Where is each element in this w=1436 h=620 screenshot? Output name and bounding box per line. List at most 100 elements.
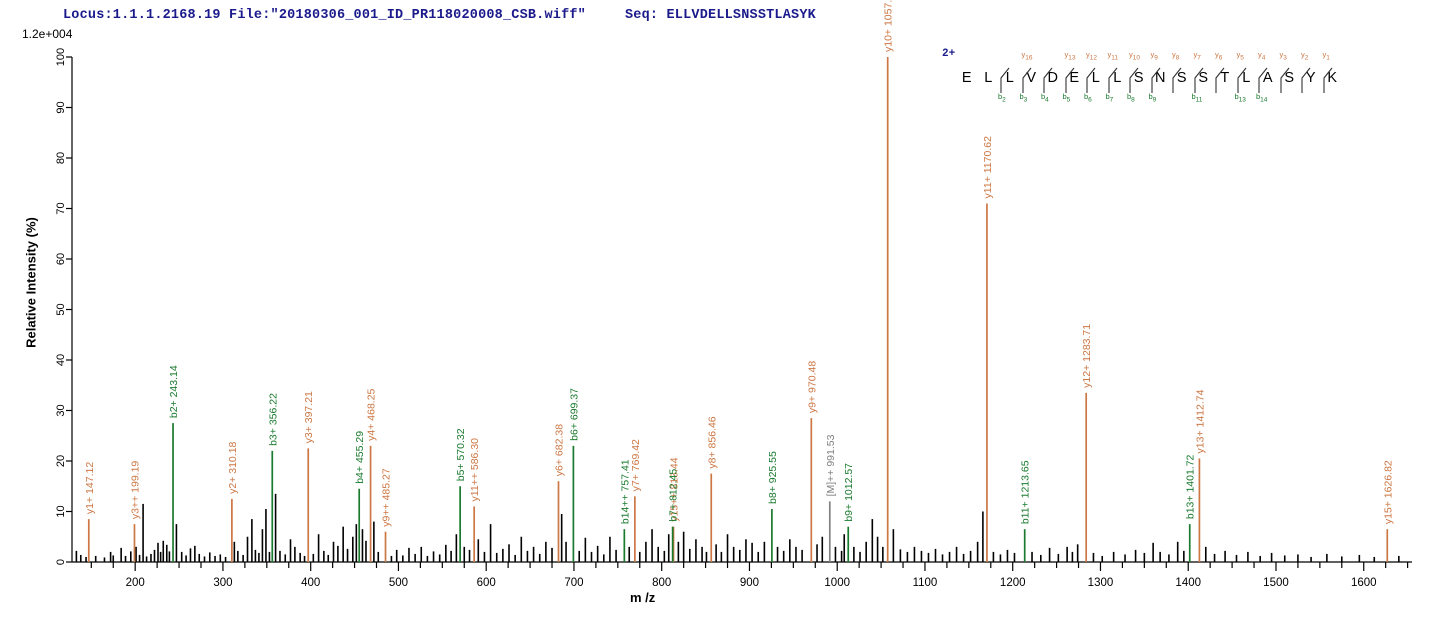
ladder-residue-letter: E xyxy=(961,70,972,86)
x-axis-tick-label: 300 xyxy=(213,577,232,589)
intensity-scale-note: 1.2e+004 xyxy=(22,27,73,41)
annotated-peak: y4+ 468.25 xyxy=(366,388,378,562)
annotated-peak: b2+ 243.14 xyxy=(168,365,180,562)
peak-label: y3++ 199.19 xyxy=(129,461,141,520)
x-axis-tick-label: 1100 xyxy=(913,577,938,589)
annotated-peak: y13+ 1412.74 xyxy=(1194,389,1206,562)
y-axis-title: Relative Intensity (%) xyxy=(23,217,39,348)
x-axis-tick-label: 1000 xyxy=(824,577,850,589)
cleavage-tick-icon xyxy=(1193,67,1203,93)
ladder-residue: L xyxy=(978,60,1000,106)
y-axis-tick-label: 70 xyxy=(55,202,67,214)
annotated-peak: y9++ 485.27 xyxy=(381,468,393,562)
ladder-residue-letter: D xyxy=(1047,70,1058,86)
ladder-y-ion-label: y6 xyxy=(1215,50,1223,62)
peak-label: b8+ 925.55 xyxy=(767,451,779,504)
peak-label: b6+ 699.37 xyxy=(568,388,580,441)
peak-label: b3+ 356.22 xyxy=(267,393,279,446)
annotated-peaks-group: y1+ 147.12 y3++ 199.19 b2+ 243.14 y2+ 310.1… xyxy=(84,0,1394,562)
peak-label: y15+ 1626.82 xyxy=(1382,460,1394,524)
peak-label: b9+ 1012.57 xyxy=(843,463,855,522)
annotated-peak: b4+ 455.29 xyxy=(354,431,366,562)
cleavage-tick-icon xyxy=(1021,67,1031,93)
annotated-peak: [M]++ 991.53 xyxy=(825,434,837,562)
ladder-y-ion-label: y8 xyxy=(1172,50,1180,62)
annotated-peak: y6+ 682.38 xyxy=(553,424,565,562)
annotated-peak: y7+ 769.42 xyxy=(630,439,642,562)
ladder-y-ion-label: y1 xyxy=(1322,50,1330,62)
ladder-y-ion-label: y7 xyxy=(1193,50,1201,62)
ladder-residue-letter: V xyxy=(1026,70,1037,86)
y-axis-tick-label: 20 xyxy=(55,455,67,467)
ladder-residue-letter: S xyxy=(1198,70,1209,86)
peak-label: y11+ 1170.62 xyxy=(982,136,994,199)
ladder-b-ion-label: b4 xyxy=(1041,92,1049,104)
annotated-peak: b8+ 925.55 xyxy=(767,451,779,562)
ladder-y-ion-label: y16 xyxy=(1021,50,1033,62)
cleavage-tick-icon xyxy=(999,67,1010,93)
peak-label: y6+ 682.38 xyxy=(553,424,565,476)
ladder-residue-letter: S xyxy=(1133,70,1144,86)
annotated-peak: b3+ 356.22 xyxy=(267,393,279,562)
ladder-residue-letter: T xyxy=(1220,70,1230,86)
peak-label: y11++ 586.30 xyxy=(469,438,481,502)
annotated-peak: y2+ 310.18 xyxy=(227,441,239,562)
cleavage-tick-icon xyxy=(1171,67,1182,93)
x-axis-tick-label: 500 xyxy=(389,577,408,589)
ladder-b-ion-label: b11 xyxy=(1191,92,1203,104)
x-axis-tick-label: 1200 xyxy=(1000,577,1026,589)
y-axis-tick-label: 40 xyxy=(55,354,67,366)
cleavage-tick-icon xyxy=(1279,67,1289,93)
ladder-residue-letter: E xyxy=(1069,70,1080,86)
peak-label: b5+ 570.32 xyxy=(455,428,467,481)
annotated-peak: y15++ 813.44 xyxy=(668,457,680,562)
x-axis-tick-label: 400 xyxy=(301,577,320,589)
cleavage-tick-icon xyxy=(1236,67,1246,93)
ladder-b-ion-label: b6 xyxy=(1084,92,1092,104)
annotated-peak: y11+ 1170.62 xyxy=(982,136,994,562)
cleavage-tick-icon xyxy=(1322,67,1332,93)
peak-label: b14++ 757.41 xyxy=(619,459,631,524)
annotated-peak: b11+ 1213.65 xyxy=(1020,460,1032,562)
annotated-peak: b6+ 699.37 xyxy=(568,388,580,562)
cleavage-tick-icon xyxy=(1064,67,1074,93)
peak-label: y10+ 1057.53 xyxy=(883,0,895,52)
ladder-residue-letter: S xyxy=(1176,70,1187,86)
x-axis-tick-label: 800 xyxy=(652,577,671,589)
ladder-y-ion-label: y3 xyxy=(1279,50,1287,62)
annotated-peak: y10+ 1057.53 xyxy=(883,0,895,562)
x-axis-tick-label: 1600 xyxy=(1351,577,1377,589)
y-axis-tick-label: 90 xyxy=(55,101,67,113)
annotated-peak: y3+ 397.21 xyxy=(303,391,315,562)
ladder-b-ion-label: b7 xyxy=(1105,92,1114,104)
x-axis-tick-label: 900 xyxy=(740,577,759,589)
cleavage-tick-icon xyxy=(1042,67,1053,93)
annotated-peak: y15+ 1626.82 xyxy=(1382,460,1394,562)
peak-label: y13+ 1412.74 xyxy=(1194,389,1206,453)
annotated-peak: b9+ 1012.57 xyxy=(843,463,855,562)
x-axis-tick-label: 700 xyxy=(564,577,583,589)
ladder-residue-letter: A xyxy=(1262,70,1273,86)
ladder-b-ion-label: b2 xyxy=(998,92,1006,104)
annotated-peak: y11++ 586.30 xyxy=(469,438,481,562)
y-axis-tick-label: 80 xyxy=(55,152,67,164)
annotated-peak: y9+ 970.48 xyxy=(806,361,818,562)
ladder-residue-letter: L xyxy=(1242,70,1251,86)
cleavage-tick-icon xyxy=(1300,67,1311,93)
ladder-residue-letter: S xyxy=(1284,70,1295,86)
y-axis-tick-label: 30 xyxy=(55,404,67,416)
